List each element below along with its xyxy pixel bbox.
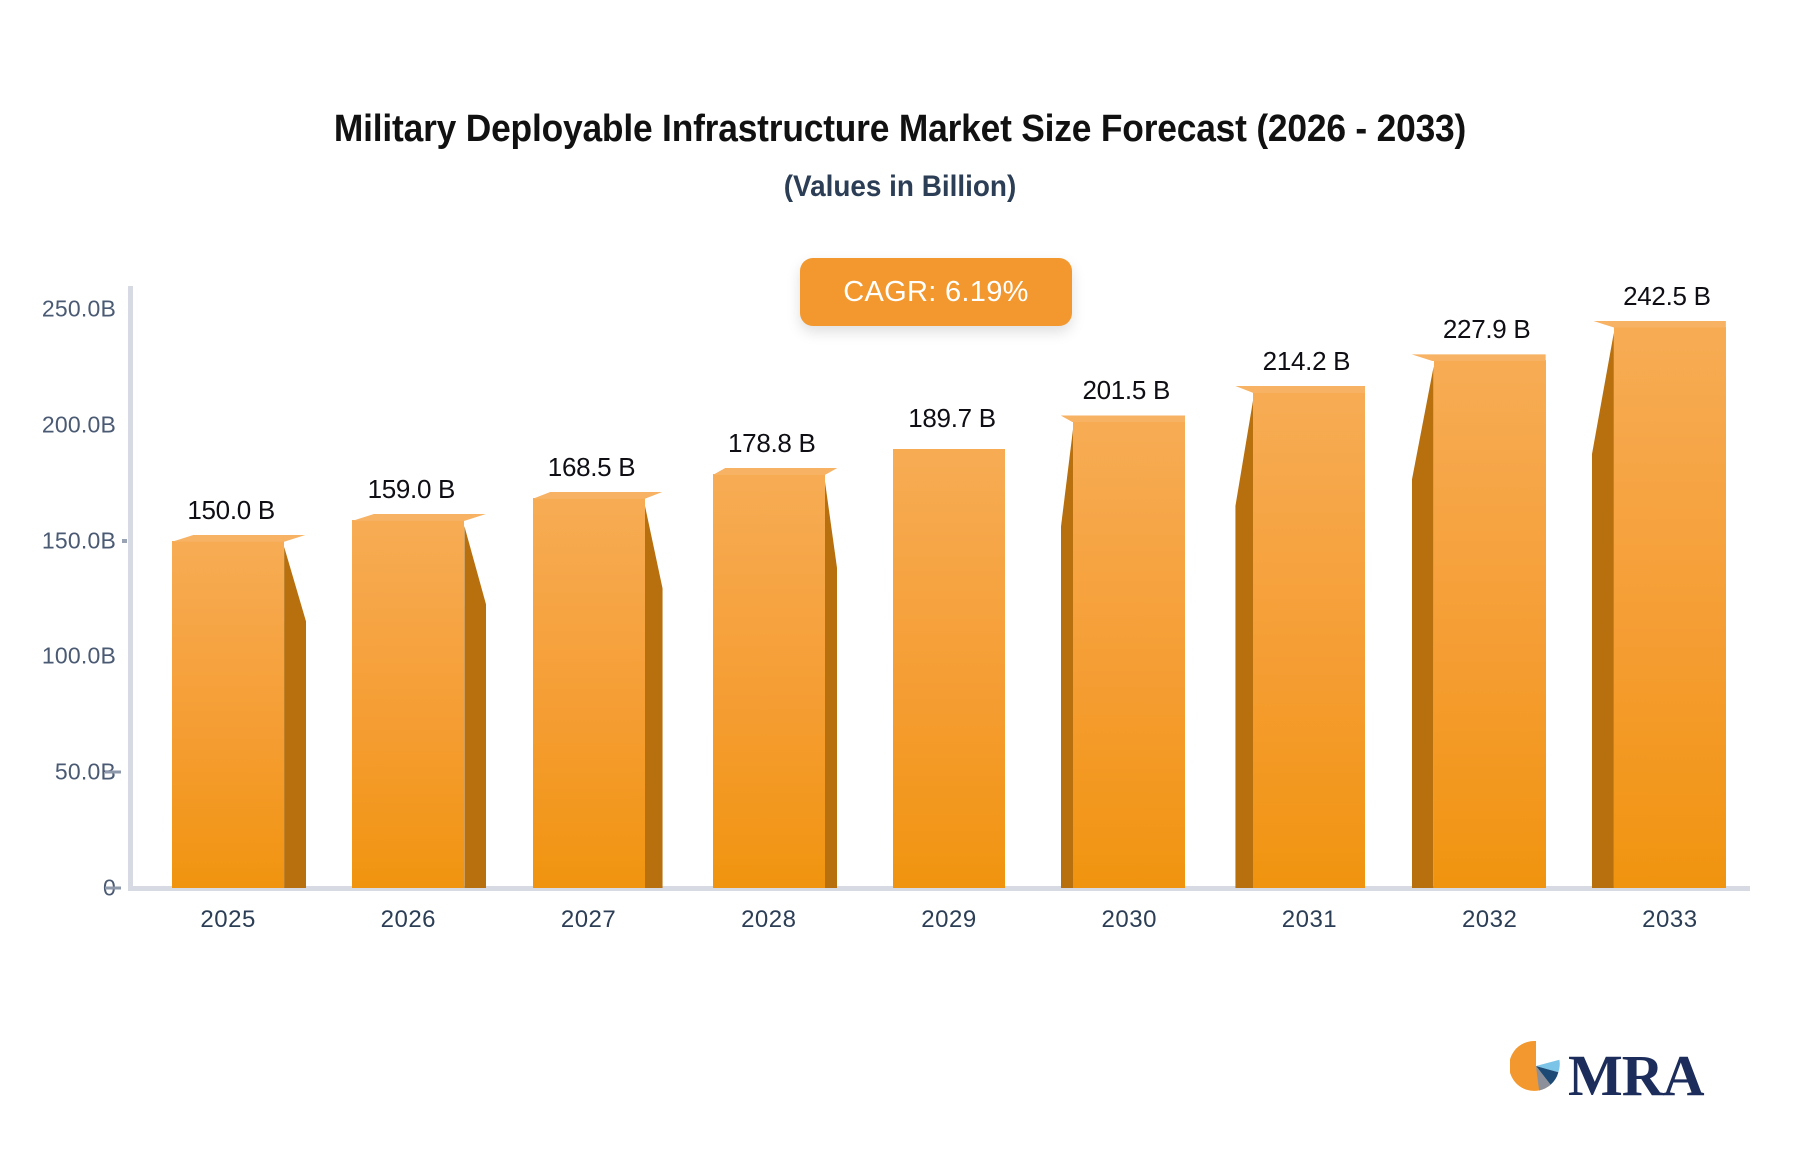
bar-side-face [824, 480, 838, 888]
bar [128, 286, 1750, 888]
bar-value-label: 242.5 B [1623, 280, 1711, 311]
pie-chart-logo-icon [1509, 1040, 1560, 1091]
x-axis-tick-label: 2026 [380, 906, 437, 933]
bar [128, 286, 1750, 888]
bar-front-face [893, 448, 1005, 888]
chart-title: Military Deployable Infrastructure Marke… [333, 108, 1467, 150]
bar-side-face [1411, 366, 1434, 888]
bar-front-face [1433, 360, 1546, 888]
x-axis-tick-label: 2029 [921, 906, 977, 933]
bar-side-face [1235, 398, 1254, 888]
y-axis-tick-label: 150.0B [41, 527, 116, 554]
bar [128, 286, 1750, 888]
y-axis-tick-label: 100.0B [41, 642, 116, 669]
bar [128, 286, 1750, 888]
bar-top-face [1591, 320, 1726, 328]
bar-value-label: 189.7 B [908, 402, 996, 433]
bar-front-face [712, 474, 825, 888]
x-axis-tick-label: 2033 [1642, 906, 1698, 933]
bar-side-face [284, 546, 307, 888]
logo-wordmark: MRA [1568, 1043, 1705, 1108]
bar-top-face [1235, 386, 1366, 394]
x-axis-line [128, 886, 1750, 891]
bar-side-face [464, 525, 487, 888]
x-axis-tick-label: 2027 [560, 906, 617, 933]
chart-subtitle: (Values in Billion) [783, 170, 1017, 203]
x-axis-tick-label: 2025 [200, 906, 256, 933]
bar-front-face [352, 519, 465, 888]
bar-front-face [532, 497, 645, 888]
bar-side-face [1060, 427, 1074, 888]
bar-top-face [1060, 415, 1186, 423]
y-axis-line [128, 286, 133, 890]
bar [128, 286, 1750, 888]
cagr-badge-label: CAGR: 6.19% [843, 275, 1029, 308]
x-axis-tick-label: 2028 [741, 906, 797, 933]
y-axis-tick-label: 250.0B [41, 295, 116, 322]
bar-value-label: 214.2 B [1262, 346, 1351, 377]
bar-side-face [1591, 332, 1614, 888]
y-axis-tick-mark [105, 886, 121, 890]
bar-top-face [172, 534, 307, 542]
plot-area [128, 286, 1750, 888]
bar-value-label: 201.5 B [1082, 375, 1170, 406]
bar-top-face [712, 468, 838, 476]
bar-front-face [172, 540, 285, 888]
x-axis-tick-label: 2030 [1101, 906, 1157, 933]
bar [128, 286, 1750, 888]
brand-logo: MRA [1509, 1040, 1710, 1116]
x-axis-tick-label: 2031 [1281, 906, 1338, 933]
bar-top-face [532, 491, 663, 499]
bar-value-label: 150.0 B [187, 494, 275, 525]
y-axis-tick-label: 0 [8, 875, 116, 902]
bar-value-label: 168.5 B [547, 451, 636, 482]
x-axis-tick-label: 2032 [1461, 906, 1518, 933]
y-axis-tick-mark [105, 770, 121, 774]
bar [128, 286, 1750, 888]
y-axis-tick-label: 50.0B [54, 758, 116, 785]
bar-value-label: 159.0 B [367, 473, 456, 504]
bar-front-face [1073, 421, 1186, 888]
bar-front-face [1613, 326, 1726, 888]
bar [128, 286, 1750, 888]
bar-front-face [1253, 392, 1366, 888]
bar-side-face [644, 503, 663, 888]
bar-value-label: 178.8 B [728, 428, 816, 458]
cagr-badge: CAGR: 6.19% [800, 258, 1072, 326]
y-axis-tick-label: 200.0B [41, 411, 116, 438]
bar-value-label: 227.9 B [1442, 314, 1531, 345]
bar-top-face [352, 513, 487, 521]
bar-top-face [1411, 354, 1546, 362]
y-axis-tick-mark [122, 538, 127, 543]
bar [128, 286, 1750, 888]
